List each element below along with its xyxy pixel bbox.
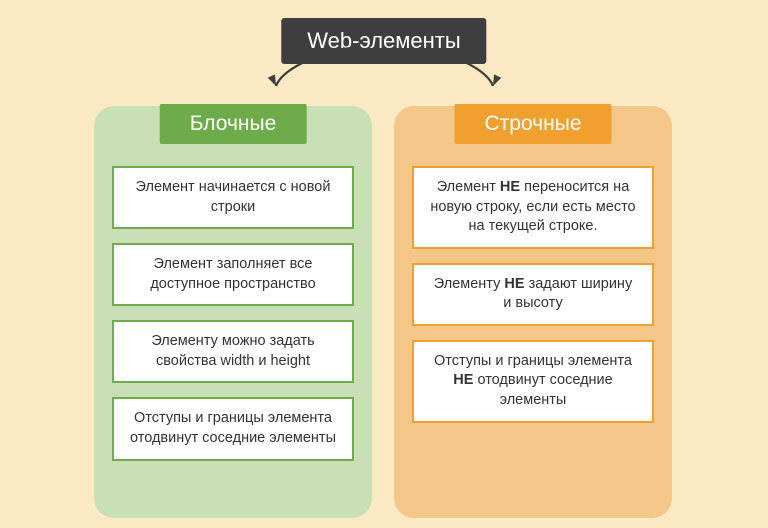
block-card-0: Элемент начинается с новой строки [112, 166, 354, 229]
column-inline: Строчные Элемент НЕ переносится на новую… [394, 106, 672, 518]
inline-card-1-seg: НЕ [504, 276, 524, 292]
arrow-right [415, 44, 505, 98]
column-inline-header-text: Строчные [485, 112, 582, 135]
inline-card-1: Элементу НЕ задают ширину и высоту [412, 263, 654, 326]
column-block-header-text: Блочные [190, 112, 277, 135]
inline-card-2: Отступы и границы элемента НЕ отодвинут … [412, 340, 654, 423]
column-block: Блочные Элемент начинается с новой строк… [94, 106, 372, 518]
block-card-3: Отступы и границы элемента отодвинут сос… [112, 397, 354, 460]
column-block-header: Блочные [160, 104, 307, 144]
inline-card-1-seg: Элементу [434, 276, 505, 292]
block-card-1-seg: Элемент заполняет все доступное простран… [150, 256, 315, 292]
inline-card-2-seg: отодвинут соседние элементы [473, 372, 612, 408]
block-card-0-seg: Элемент начинается с новой строки [136, 179, 331, 215]
inline-card-0: Элемент НЕ переносится на новую строку, … [412, 166, 654, 249]
inline-card-0-seg: Элемент [437, 179, 500, 195]
inline-card-0-seg: НЕ [500, 179, 520, 195]
inline-card-2-seg: Отступы и границы элемента [434, 353, 632, 369]
block-card-3-seg: Отступы и границы элемента отодвинут сос… [130, 410, 336, 446]
column-inline-cards: Элемент НЕ переносится на новую строку, … [412, 166, 654, 423]
diagram-canvas: Web-элементы Блочные Элемент начинается … [0, 0, 768, 528]
column-block-cards: Элемент начинается с новой строки Элемент… [112, 166, 354, 461]
block-card-2-seg: Элементу можно задать свойства width и h… [151, 333, 314, 369]
block-card-2: Элементу можно задать свойства width и h… [112, 320, 354, 383]
inline-card-2-seg: НЕ [453, 372, 473, 388]
block-card-1: Элемент заполняет все доступное простран… [112, 243, 354, 306]
column-inline-header: Строчные [455, 104, 612, 144]
arrow-left [264, 44, 354, 98]
